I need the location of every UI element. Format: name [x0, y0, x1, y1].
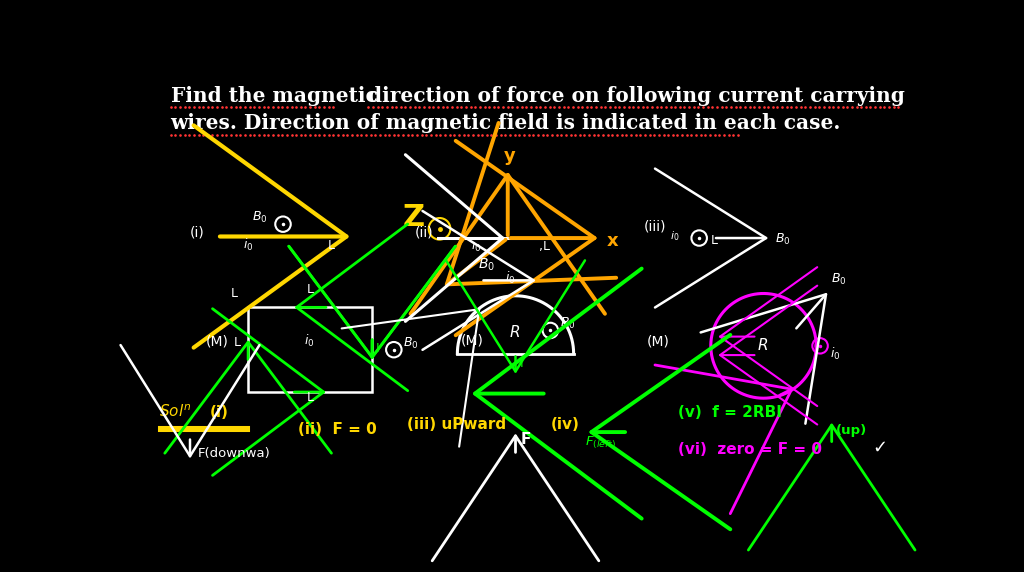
Text: $B_0$: $B_0$	[775, 232, 791, 247]
Text: $i_0$: $i_0$	[471, 239, 481, 255]
Text: (vi)  zero = F = 0: (vi) zero = F = 0	[678, 442, 822, 456]
Text: I: I	[520, 358, 523, 371]
Text: R: R	[509, 324, 520, 340]
Text: (ii): (ii)	[415, 225, 433, 240]
Text: (iii): (iii)	[643, 219, 666, 233]
Text: I: I	[376, 342, 380, 355]
Text: $\checkmark$: $\checkmark$	[872, 438, 886, 456]
Text: L: L	[234, 336, 242, 349]
Text: (M): (M)	[647, 335, 670, 349]
Text: $i_0$: $i_0$	[304, 333, 314, 349]
Text: L: L	[306, 391, 313, 404]
Text: L: L	[231, 287, 238, 300]
Text: Find the magnetic: Find the magnetic	[171, 86, 378, 106]
Text: $i_0$: $i_0$	[243, 237, 253, 253]
Text: L: L	[711, 234, 718, 247]
Text: $i_0$: $i_0$	[505, 270, 515, 286]
Text: F(downwa): F(downwa)	[198, 447, 270, 460]
Text: $F_{(left)}$: $F_{(left)}$	[586, 435, 616, 451]
Text: (iv): (iv)	[550, 417, 580, 432]
Text: $i_0$: $i_0$	[830, 346, 841, 362]
Text: direction of force on following current carrying: direction of force on following current …	[369, 86, 905, 106]
Text: $B_0$: $B_0$	[830, 272, 847, 287]
Text: $i_0$: $i_0$	[671, 229, 680, 243]
Text: $B_0$: $B_0$	[252, 210, 267, 225]
Text: $B_0$: $B_0$	[478, 257, 496, 273]
Text: (M): (M)	[461, 333, 484, 347]
Text: (ii)  F = 0: (ii) F = 0	[299, 422, 377, 436]
Text: $B_0$: $B_0$	[403, 336, 419, 351]
Text: x: x	[607, 232, 618, 250]
Text: (M): (M)	[206, 335, 228, 349]
Text: wires. Direction of magnetic field is indicated in each case.: wires. Direction of magnetic field is in…	[171, 113, 841, 133]
Text: y: y	[504, 147, 515, 165]
Text: L: L	[306, 284, 313, 296]
Text: Z: Z	[403, 204, 425, 232]
Text: (i): (i)	[190, 225, 205, 240]
Text: L: L	[328, 239, 335, 252]
Text: R: R	[758, 337, 768, 353]
Text: ,L: ,L	[539, 240, 550, 253]
Text: (v)  f = 2RBI: (v) f = 2RBI	[678, 404, 782, 420]
Text: (up): (up)	[837, 424, 867, 438]
Text: $B_0$: $B_0$	[560, 316, 575, 331]
Text: $Sol^n$: $Sol^n$	[159, 403, 191, 420]
Text: (i): (i)	[209, 404, 228, 420]
Text: (iii) uPward: (iii) uPward	[407, 417, 506, 432]
Bar	[248, 307, 372, 392]
Text: F: F	[520, 432, 530, 447]
